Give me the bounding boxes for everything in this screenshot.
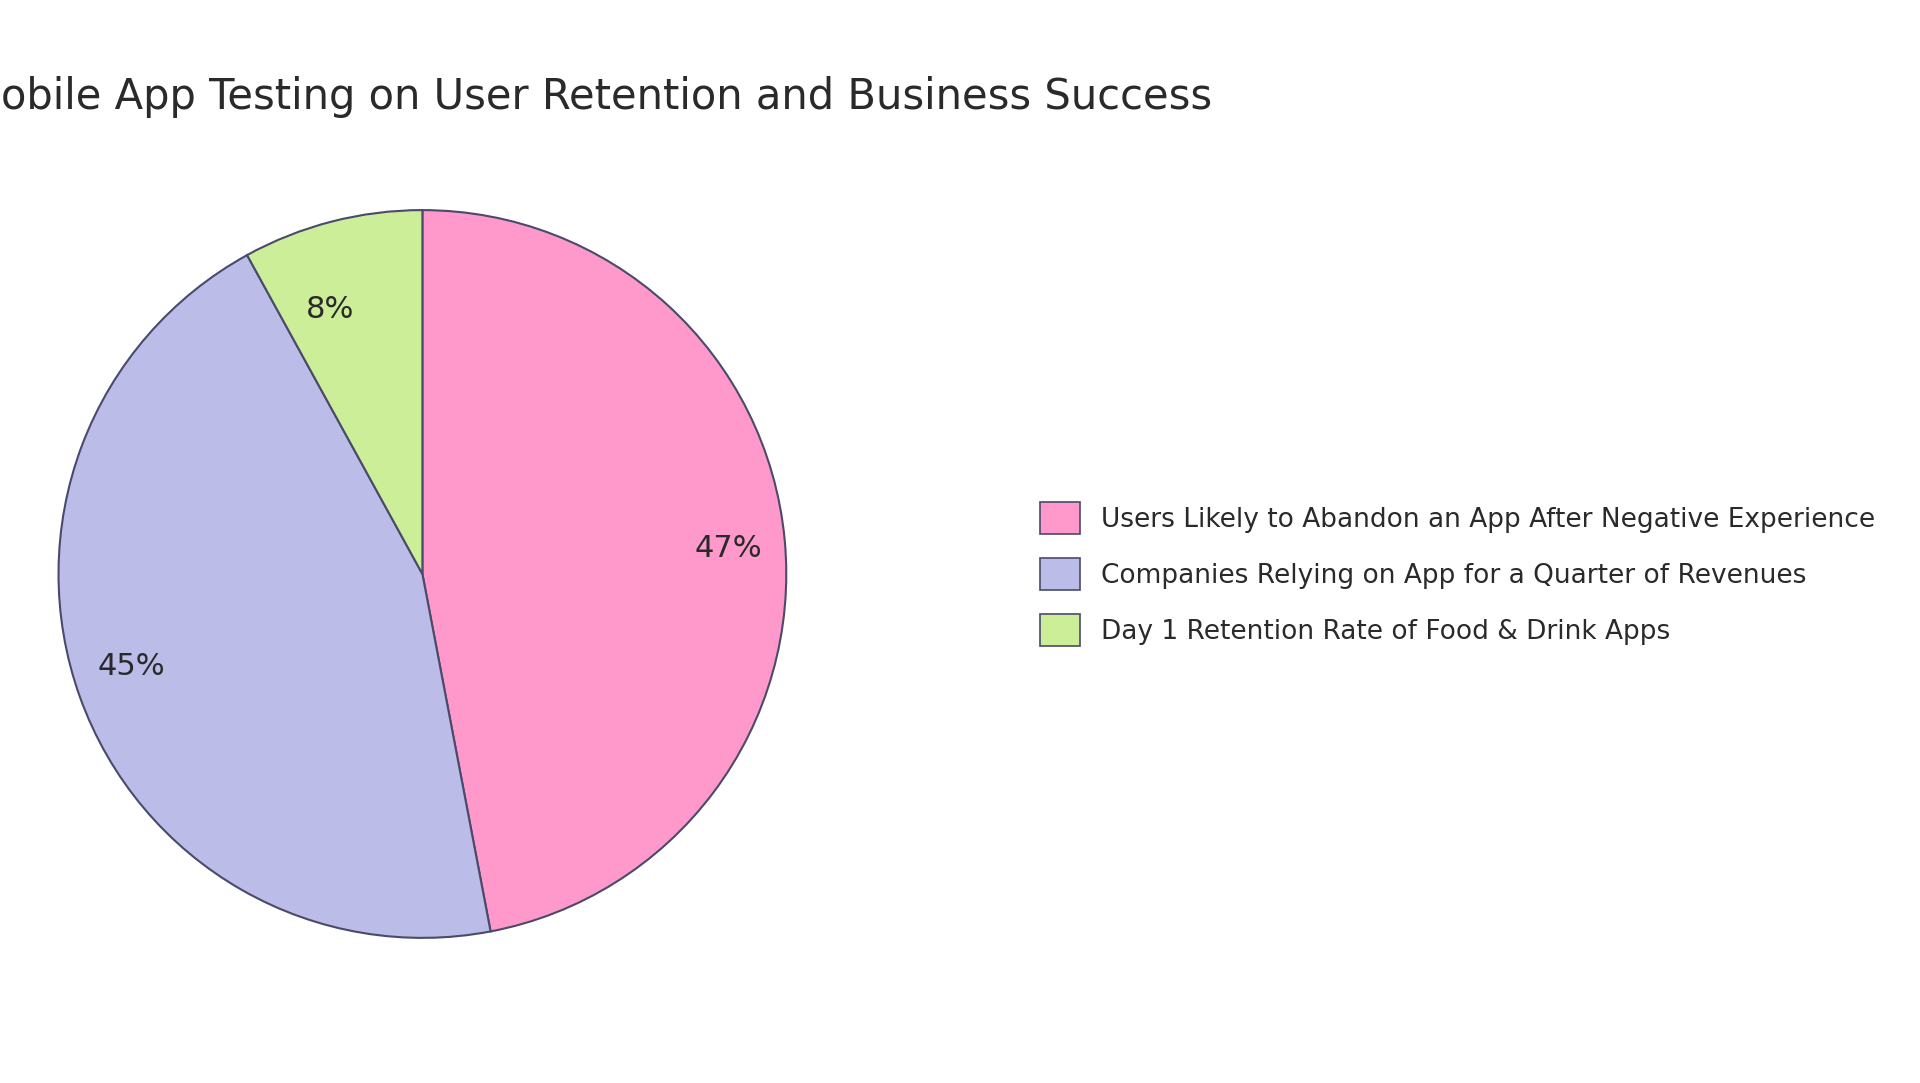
Legend: Users Likely to Abandon an App After Negative Experience, Companies Relying on A: Users Likely to Abandon an App After Neg… <box>1027 488 1887 660</box>
Text: 8%: 8% <box>305 296 355 324</box>
Wedge shape <box>422 210 787 931</box>
Text: 47%: 47% <box>695 534 762 563</box>
Text: 45%: 45% <box>98 652 165 681</box>
Text: Mobile App Testing on User Retention and Business Success: Mobile App Testing on User Retention and… <box>0 76 1213 118</box>
Wedge shape <box>248 210 422 574</box>
Wedge shape <box>58 256 492 938</box>
